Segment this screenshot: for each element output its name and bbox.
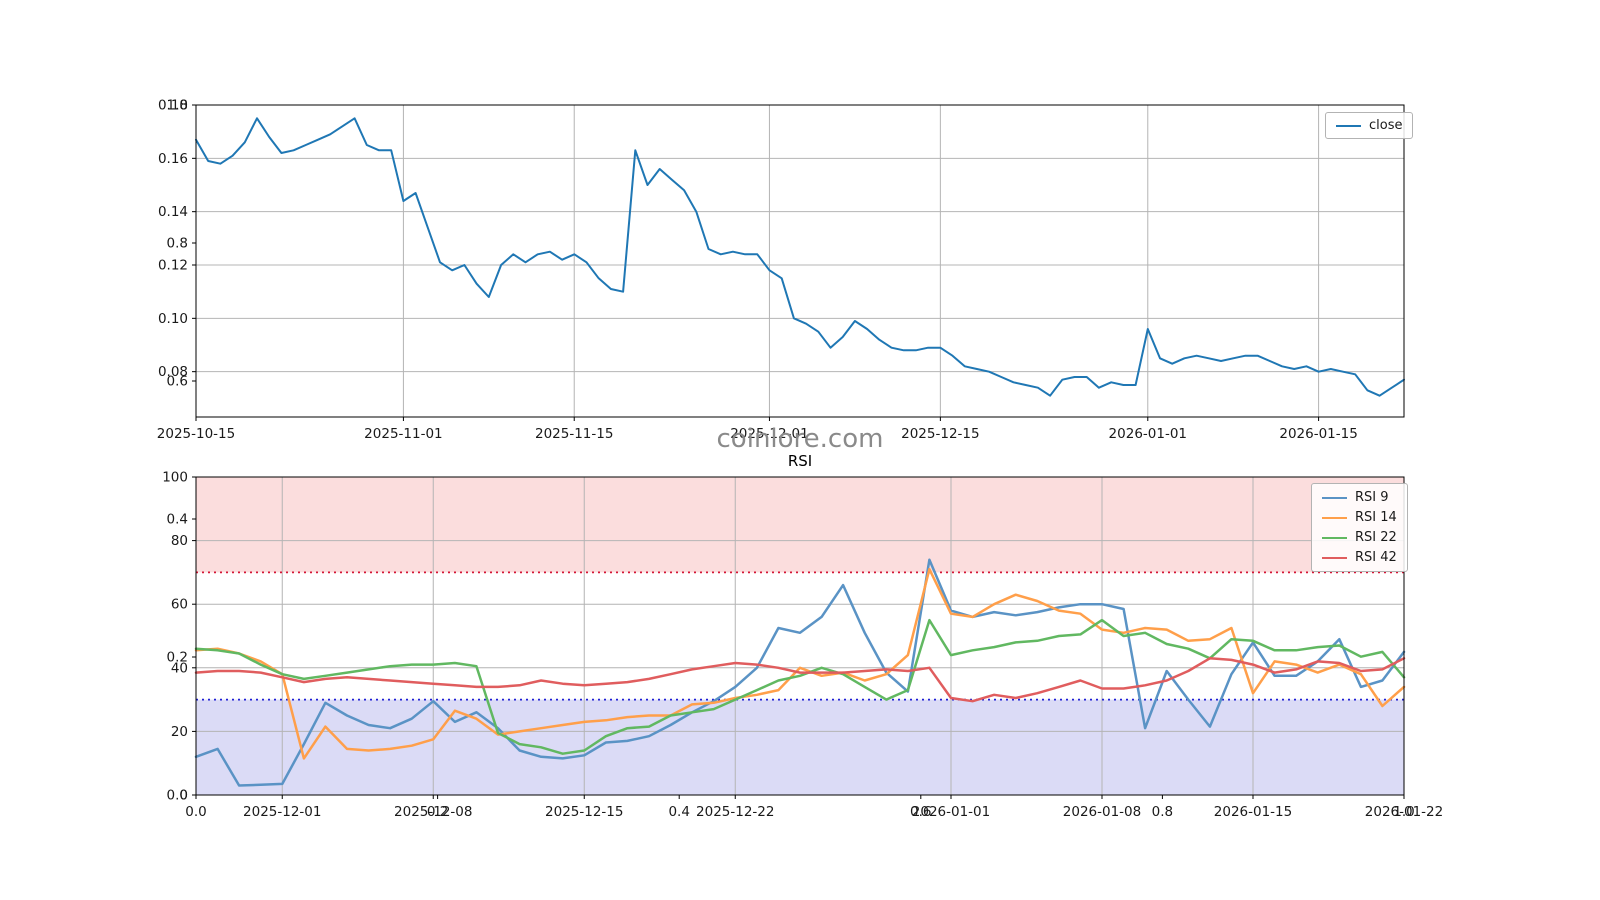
overlay-y-tick-label: 0.4	[167, 512, 188, 528]
overlay-axis: 1.0 0.8 0.6 0.4 0.2 0.00.0 0.2 0.4 0.6 0.8 1.0	[167, 98, 1415, 821]
y-tick-label: 60	[171, 597, 188, 613]
x-tick-label: 2026-01-22	[1365, 804, 1443, 820]
price-plot: 2025-10-15 2025-11-01 2025-11-15 2025-12-01…	[157, 98, 1405, 442]
watermark: coinlore.com	[716, 424, 884, 454]
y-tick-label: 0.10	[158, 311, 188, 327]
axes-frame	[195, 104, 1405, 418]
legend-swatch	[1322, 496, 1347, 499]
x-tick-label: 2025-12-01	[730, 426, 808, 442]
legend-item-rsi-14: RSI 14	[1322, 510, 1397, 525]
legend-swatch	[1322, 536, 1347, 539]
series-line-rsi-9	[194, 558, 1406, 787]
legend-label: RSI 9	[1355, 490, 1389, 505]
x-tick-label: 2025-11-01	[364, 426, 442, 442]
overlay-y-tick-label: 0.0	[167, 788, 188, 804]
rsi-chart-title: RSI	[787, 452, 813, 470]
close-legend-label: close	[1369, 118, 1403, 133]
series-line-rsi-14	[194, 567, 1406, 760]
y-tick-label: 0.12	[158, 258, 188, 274]
close-line-swatch	[1336, 124, 1361, 127]
axes-frame	[195, 476, 1405, 796]
overlay-x-tick-label: 0.2	[427, 804, 448, 820]
y-tick-label: 0.16	[158, 151, 188, 167]
x-tick-label: 2026-01-15	[1279, 426, 1357, 442]
overlay-x-tick-label: 0.8	[1152, 804, 1173, 820]
overlay-y-tick-label: 0.8	[167, 236, 188, 252]
rsi-plot: 2025-12-01 2025-12-08 2025-12-15 2025-12-22…	[162, 470, 1443, 821]
overlay-x-tick-label: 1.0	[1393, 804, 1414, 820]
x-tick-label: 2025-12-15	[901, 426, 979, 442]
oversold-band	[196, 699, 1404, 795]
y-tick-label: 40	[171, 660, 188, 676]
legend-item-rsi-42: RSI 42	[1322, 550, 1397, 565]
y-tick-label: 20	[171, 724, 188, 740]
overlay-y-tick-label: 0.6	[167, 374, 188, 390]
x-tick-label: 2025-10-15	[157, 426, 235, 442]
x-tick-label: 2026-01-01	[1109, 426, 1187, 442]
overlay-x-tick-label: 0.6	[910, 804, 931, 820]
y-tick-label: 100	[162, 470, 188, 486]
x-tick-label: 2025-12-08	[394, 804, 472, 820]
overlay-x-tick-label: 0.0	[185, 804, 206, 820]
legend-item-rsi-9: RSI 9	[1322, 490, 1397, 505]
x-tick-label: 2026-01-08	[1063, 804, 1141, 820]
x-tick-label: 2026-01-15	[1214, 804, 1292, 820]
legend-swatch	[1322, 516, 1347, 519]
y-tick-label: 0.08	[158, 364, 188, 380]
overlay-y-tick-label: 1.0	[167, 98, 188, 114]
series-line-rsi-42	[194, 657, 1406, 703]
legend-label: RSI 14	[1355, 510, 1397, 525]
x-tick-label: 2025-11-15	[535, 426, 613, 442]
x-tick-label: 2025-12-15	[545, 804, 623, 820]
legend-swatch	[1322, 556, 1347, 559]
rsi-legend: RSI 9 RSI 14 RSI 22 RSI 42	[1311, 483, 1408, 572]
y-tick-label: 0	[179, 788, 188, 804]
legend-item-rsi-22: RSI 22	[1322, 530, 1397, 545]
series-line-rsi-22	[194, 618, 1406, 755]
legend-label: RSI 42	[1355, 550, 1397, 565]
overlay-y-tick-label: 0.2	[167, 650, 188, 666]
series-line-close	[195, 117, 1405, 397]
x-tick-label: 2025-12-22	[696, 804, 774, 820]
y-tick-label: 0.14	[158, 204, 188, 220]
overlay-x-tick-label: 0.4	[668, 804, 689, 820]
price-legend: close	[1325, 112, 1414, 139]
x-tick-label: 2025-12-01	[243, 804, 321, 820]
y-tick-label: 0.18	[158, 98, 188, 114]
legend-label: RSI 22	[1355, 530, 1397, 545]
y-tick-label: 80	[171, 533, 188, 549]
x-tick-label: 2026-01-01	[912, 804, 990, 820]
overbought-band	[196, 477, 1404, 573]
